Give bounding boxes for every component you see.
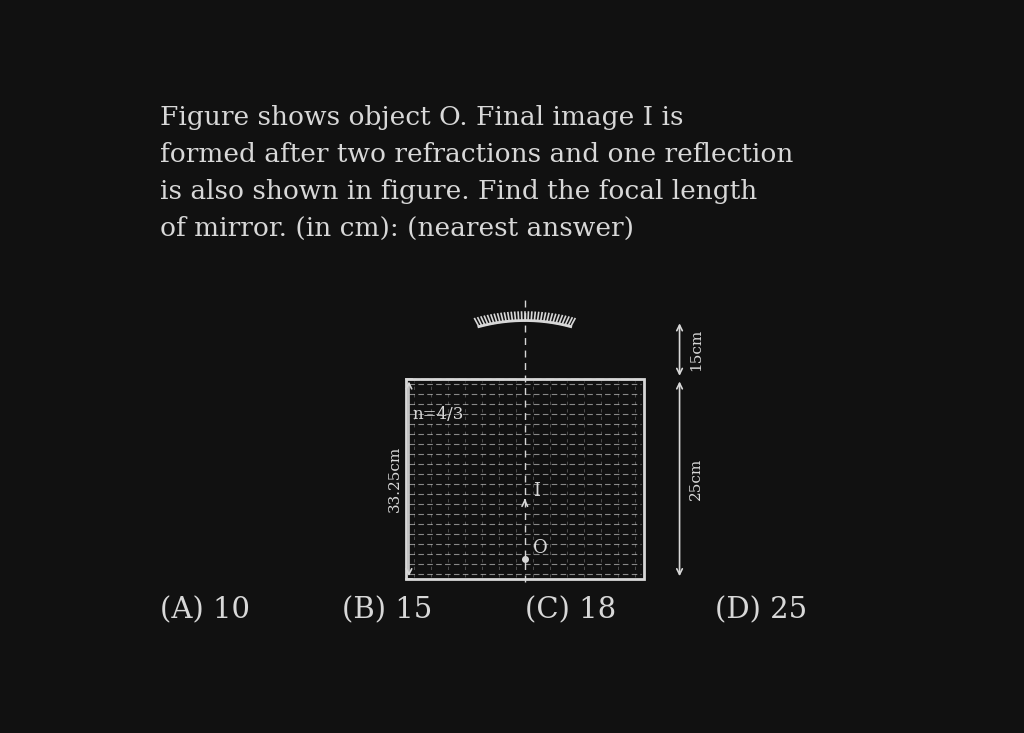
Text: (C) 18: (C) 18 [524, 596, 616, 625]
Bar [406, 379, 644, 579]
Text: O: O [532, 539, 548, 556]
Text: 25cm: 25cm [689, 457, 703, 500]
Text: Figure shows object O. Final image I is
formed after two refractions and one ref: Figure shows object O. Final image I is … [160, 105, 794, 241]
Text: (D) 25: (D) 25 [715, 596, 807, 625]
Text: 15cm: 15cm [689, 328, 703, 371]
Text: (A) 10: (A) 10 [160, 596, 250, 625]
Text: n=4/3: n=4/3 [412, 406, 464, 423]
Text: I: I [532, 482, 540, 500]
Text: 33.25cm: 33.25cm [388, 446, 401, 512]
Text: (B) 15: (B) 15 [342, 596, 432, 625]
